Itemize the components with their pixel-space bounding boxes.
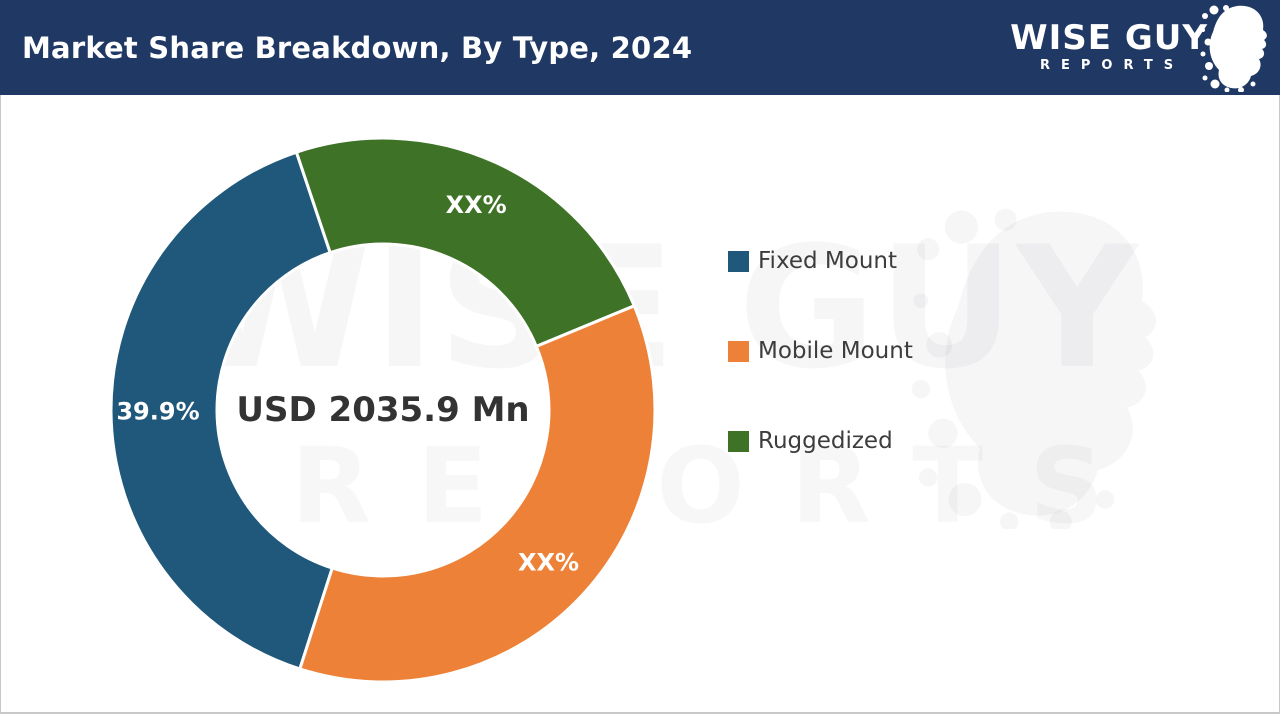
donut-slice-fixed-mount — [109, 150, 334, 671]
header-bar: Market Share Breakdown, By Type, 2024 WI… — [0, 0, 1280, 95]
brand-text: WISE GUY REPORTS — [1010, 20, 1208, 73]
legend-label: Fixed Mount — [758, 248, 897, 274]
brand-logo: WISE GUY REPORTS — [1010, 0, 1270, 95]
logo-face-icon — [1200, 5, 1267, 92]
slice-label-fixed-mount: 39.9% — [116, 398, 199, 426]
legend-label: Mobile Mount — [758, 338, 913, 364]
donut-slice-ruggedized — [294, 136, 636, 348]
content-area: WISE GUY REPORTS 39.9%XX%XX% USD 2035.9 … — [0, 95, 1280, 714]
legend-swatch — [728, 250, 749, 272]
legend-swatch — [728, 430, 749, 452]
brand-reports-text: REPORTS — [1040, 58, 1185, 73]
chart-legend: Fixed Mount Mobile Mount Ruggedized — [728, 248, 913, 518]
brand-wiseguy-text: WISE GUY — [1010, 18, 1208, 58]
legend-swatch — [728, 340, 749, 362]
donut-slice-mobile-mount — [298, 304, 657, 684]
donut-chart: 39.9% XX% XX% — [109, 136, 657, 684]
page-title: Market Share Breakdown, By Type, 2024 — [22, 30, 693, 65]
slice-label-mobile-mount: XX% — [518, 548, 579, 576]
slice-label-ruggedized: XX% — [446, 191, 507, 219]
legend-label: Ruggedized — [758, 428, 893, 454]
donut-center-label: USD 2035.9 Mn — [236, 390, 530, 430]
legend-item: Mobile Mount — [728, 338, 913, 364]
watermark-face-icon — [911, 208, 1157, 529]
legend-item: Ruggedized — [728, 428, 913, 454]
legend-item: Fixed Mount — [728, 248, 913, 274]
